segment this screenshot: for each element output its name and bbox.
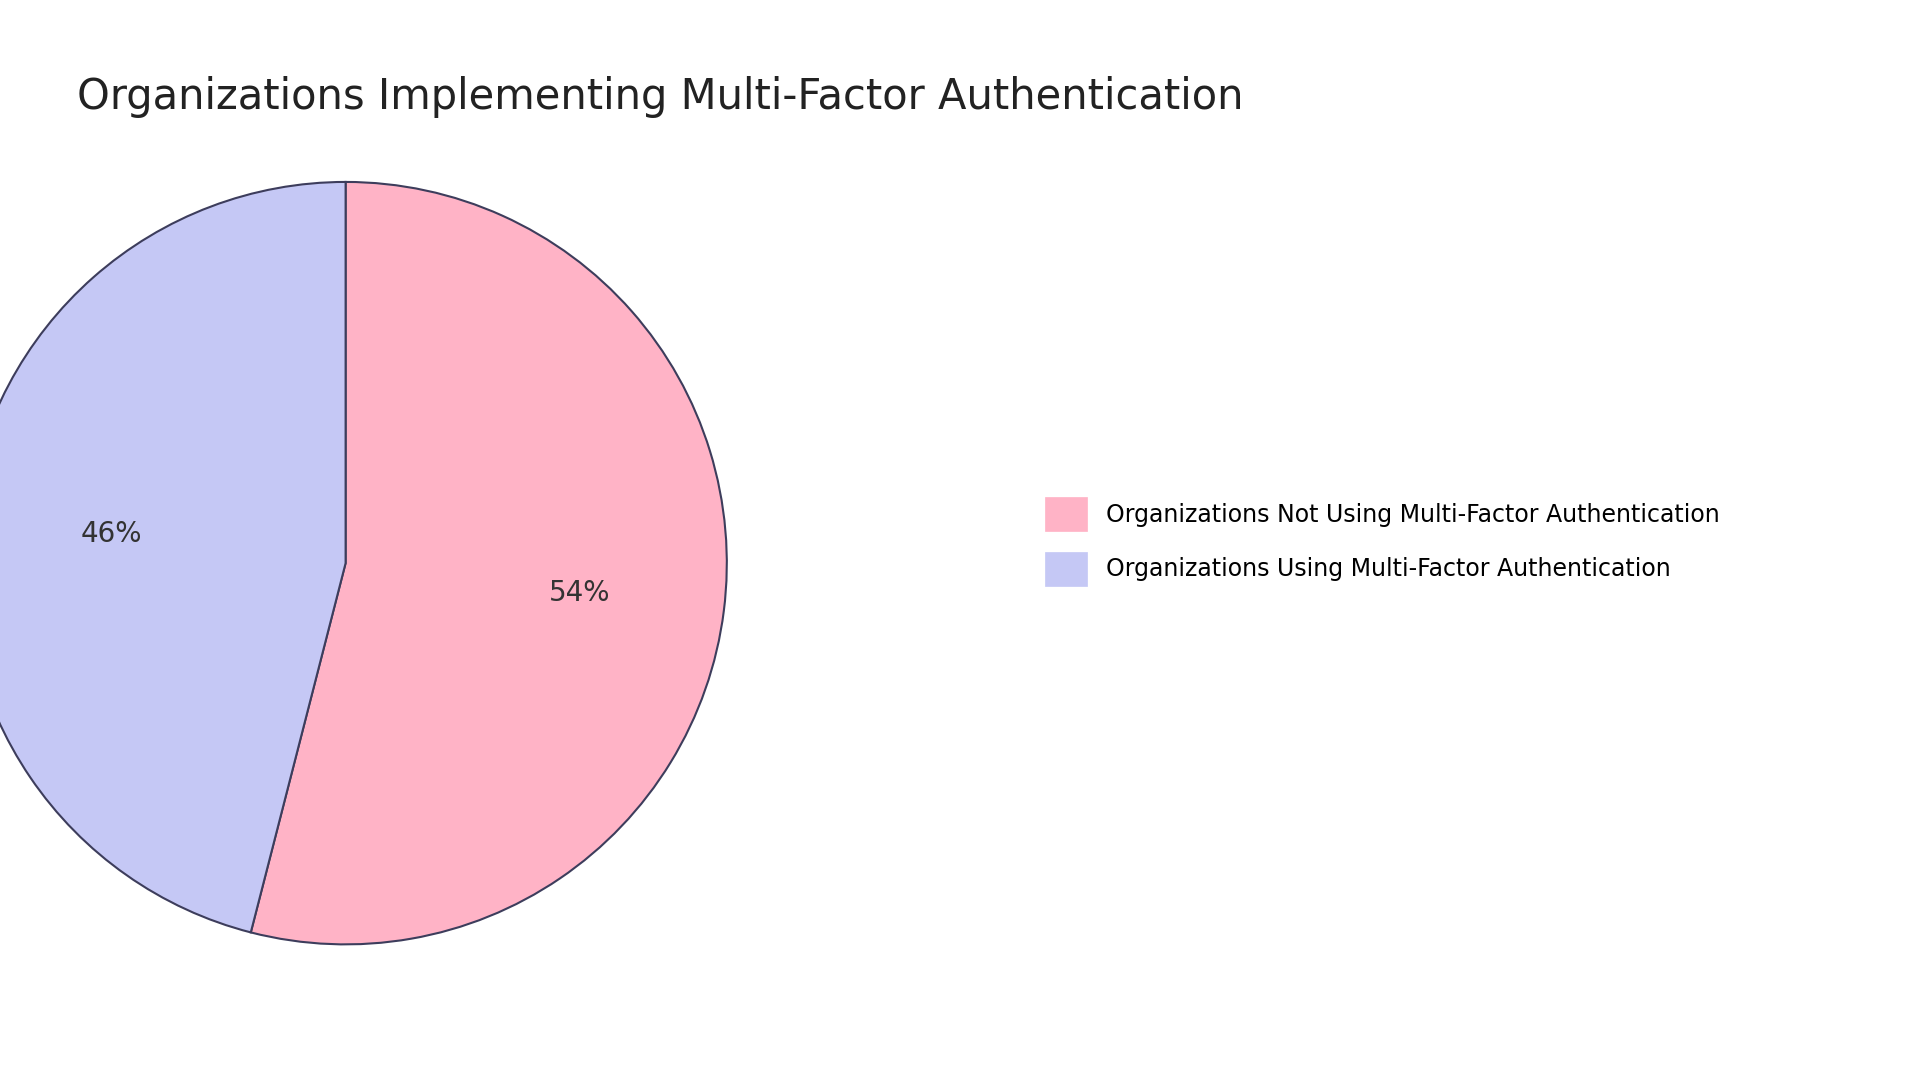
Text: 54%: 54% [549, 578, 611, 606]
Wedge shape [0, 182, 346, 932]
Text: 46%: 46% [81, 520, 142, 548]
Legend: Organizations Not Using Multi-Factor Authentication, Organizations Using Multi-F: Organizations Not Using Multi-Factor Aut… [1021, 474, 1743, 609]
Wedge shape [252, 182, 728, 944]
Text: Organizations Implementing Multi-Factor Authentication: Organizations Implementing Multi-Factor … [77, 76, 1244, 118]
